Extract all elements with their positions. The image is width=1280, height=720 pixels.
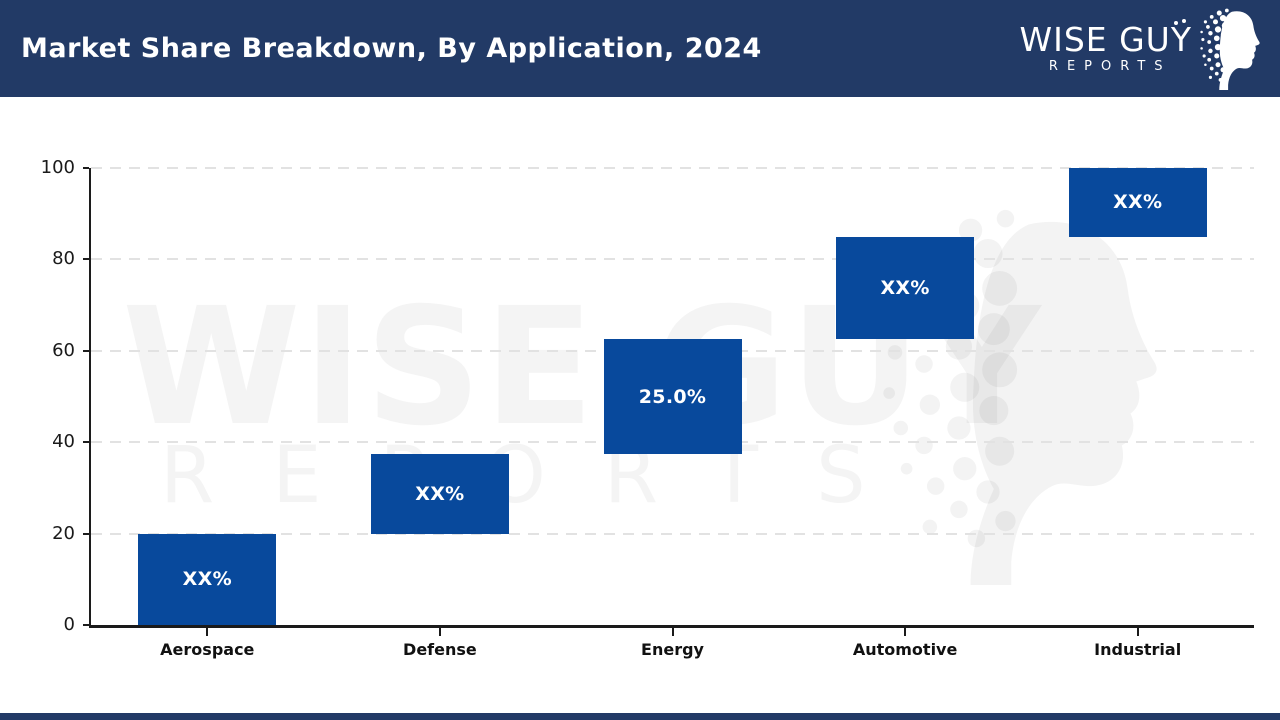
y-tick-label-80: 80 (52, 248, 75, 270)
y-tick-mark-40 (83, 441, 89, 444)
y-tick-label-20: 20 (52, 522, 75, 544)
bar-label-aerospace: XX% (182, 568, 232, 591)
waterfall-chart: 0 20 40 60 80 100 XX% Aerospace XX% Defense 25.0% E… (41, 157, 1254, 659)
bar-defense: XX% (370, 453, 509, 534)
x-tick-label-aerospace: Aerospace (160, 640, 255, 659)
x-tick-mark-industrial (1136, 628, 1139, 636)
x-tick-mark-aerospace (206, 628, 209, 636)
x-tick-mark-automotive (904, 628, 907, 636)
gridline-y-100 (91, 167, 1254, 169)
x-tick-label-energy: Energy (641, 640, 704, 659)
header-bar: Market Share Breakdown, By Application, … (0, 0, 1280, 97)
footer-bar (0, 713, 1280, 720)
y-tick-mark-80 (83, 258, 89, 261)
y-tick-label-100: 100 (40, 157, 75, 178)
y-tick-label-60: 60 (52, 339, 75, 361)
x-tick-mark-defense (438, 628, 441, 636)
bar-label-energy: 25.0% (638, 385, 707, 408)
y-tick-mark-100 (83, 167, 89, 169)
x-tick-mark-energy (671, 628, 674, 636)
bar-label-automotive: XX% (880, 276, 930, 299)
bar-automotive: XX% (836, 236, 975, 340)
y-tick-mark-0 (83, 624, 89, 626)
brand-logo-text: WISE GUY REPORTS (1019, 20, 1192, 74)
brand-logo: WISE GUY REPORTS (1019, 8, 1266, 90)
x-tick-label-automotive: Automotive (852, 640, 958, 659)
logo-wordmark: WISE GUY (1019, 20, 1192, 60)
y-tick-label-0: 0 (63, 614, 75, 635)
gridline-y-80 (91, 258, 1254, 261)
x-tick-label-industrial: Industrial (1094, 640, 1182, 659)
y-tick-mark-20 (83, 532, 89, 535)
y-tick-mark-60 (83, 349, 89, 352)
bar-energy: 25.0% (603, 339, 742, 454)
page-title: Market Share Breakdown, By Application, … (21, 33, 762, 64)
logo-y-dots-decoration (1174, 21, 1178, 26)
bar-label-industrial: XX% (1113, 191, 1163, 214)
y-tick-label-40: 40 (52, 431, 75, 453)
bar-industrial: XX% (1068, 168, 1207, 237)
gridline-y-20 (91, 532, 1254, 535)
bar-label-defense: XX% (415, 482, 465, 505)
x-tick-label-defense: Defense (403, 640, 477, 659)
logo-subtext: REPORTS (1048, 58, 1172, 74)
wiseguy-face-icon (1194, 8, 1266, 90)
bar-aerospace: XX% (138, 533, 277, 625)
